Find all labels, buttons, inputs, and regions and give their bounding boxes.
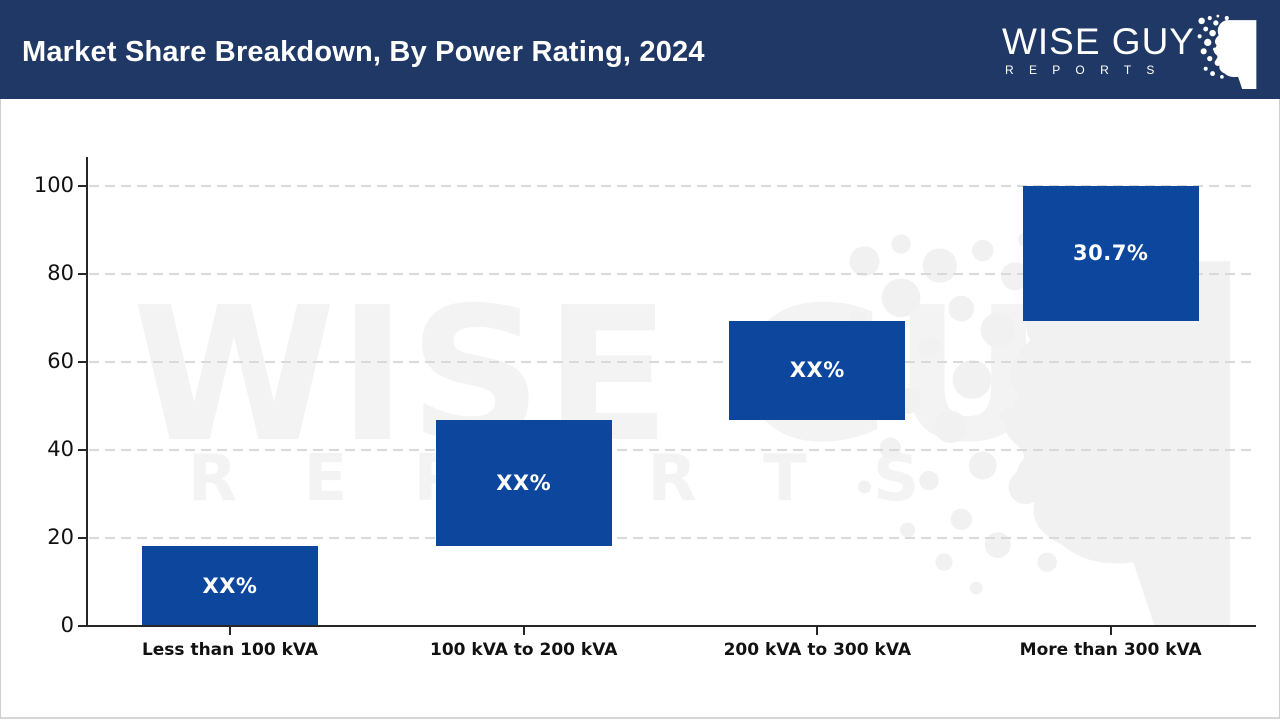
bar-value-label: XX% <box>202 573 258 598</box>
x-axis-tick <box>816 627 819 635</box>
x-category-label: 200 kVA to 300 kVA <box>723 640 911 660</box>
gridline <box>89 272 1256 275</box>
y-axis-tick <box>78 185 88 187</box>
x-category-label: Less than 100 kVA <box>141 640 319 660</box>
bar-value-label: 30.7% <box>1073 241 1149 266</box>
bar-segment: XX% <box>435 419 612 547</box>
logo-face-icon <box>1197 14 1257 89</box>
bar-segment: XX% <box>142 546 318 626</box>
x-axis-tick <box>1109 627 1112 635</box>
bar-segment: 30.7% <box>1022 186 1199 321</box>
logo-text: WISE GUY R E P O R T S <box>1001 21 1195 77</box>
logo-subtext: R E P O R T S <box>1004 62 1161 77</box>
bar-value-label: XX% <box>789 358 845 383</box>
watermark-face-icon <box>846 232 1230 627</box>
y-axis-tick <box>78 272 88 275</box>
y-axis-line <box>86 157 88 627</box>
x-category-label: 100 kVA to 200 kVA <box>429 640 618 660</box>
page-title: Market Share Breakdown, By Power Rating,… <box>22 36 705 68</box>
x-category-label: More than 300 kVA <box>1019 640 1202 660</box>
y-axis-tick-label: 0 <box>60 612 74 637</box>
y-axis-tick-label: 60 <box>47 348 74 373</box>
gridline <box>89 360 1256 363</box>
wiseguy-logo: WISE GUY R E P O R T S <box>1002 10 1262 90</box>
header: Market Share Breakdown, By Power Rating,… <box>0 0 1280 99</box>
x-axis-tick <box>522 627 525 635</box>
y-axis-tick <box>78 448 88 451</box>
y-axis-tick-label: 40 <box>47 436 74 461</box>
gridline <box>89 185 1256 187</box>
y-axis-tick-label: 20 <box>47 524 74 549</box>
y-axis-tick <box>78 536 88 539</box>
gridline <box>89 448 1256 451</box>
x-axis-line <box>78 625 1256 627</box>
bar-value-label: XX% <box>496 471 552 496</box>
logo-wordmark: WISE GUY <box>1001 21 1195 63</box>
y-axis-tick-label: 100 <box>33 173 74 198</box>
x-axis-tick <box>229 627 231 635</box>
y-axis-tick <box>78 360 88 363</box>
gridline <box>89 536 1256 539</box>
bar-segment: XX% <box>729 320 906 420</box>
y-axis-tick-label: 80 <box>47 260 74 285</box>
